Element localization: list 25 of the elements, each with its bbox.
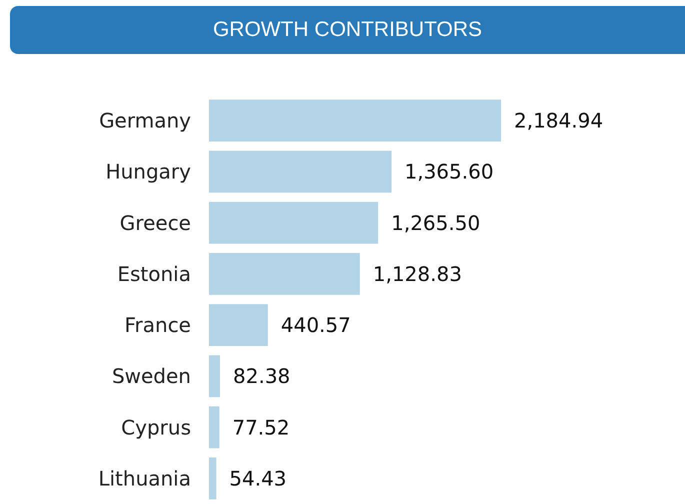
data-label: 1,265.50	[391, 210, 480, 235]
bar	[209, 457, 216, 500]
y-tick-label: Germany	[99, 108, 192, 133]
data-label: 1,128.83	[372, 262, 462, 286]
y-tick-label: Lithuania	[98, 466, 191, 490]
bar	[209, 252, 360, 295]
bar	[209, 100, 501, 142]
data-label: 1,365.60	[404, 160, 494, 184]
y-tick-label: Sweden	[112, 364, 191, 388]
y-tick-label: France	[124, 313, 191, 338]
data-label: 2,184.94	[514, 108, 604, 133]
y-tick-label: Estonia	[117, 262, 191, 286]
data-label: 54.43	[229, 466, 287, 490]
chart-title: GROWTH CONTRIBUTORS	[10, 6, 685, 54]
data-label: 440.57	[280, 313, 351, 338]
bar	[209, 150, 392, 193]
bar	[209, 355, 220, 398]
y-tick-label: Greece	[120, 210, 191, 235]
y-tick-label: Cyprus	[121, 415, 191, 440]
bar	[209, 304, 268, 346]
data-label: 77.52	[232, 415, 290, 440]
bar	[209, 406, 220, 448]
y-tick-label: Hungary	[106, 160, 192, 184]
data-label: 82.38	[233, 364, 290, 388]
bar	[209, 202, 378, 244]
